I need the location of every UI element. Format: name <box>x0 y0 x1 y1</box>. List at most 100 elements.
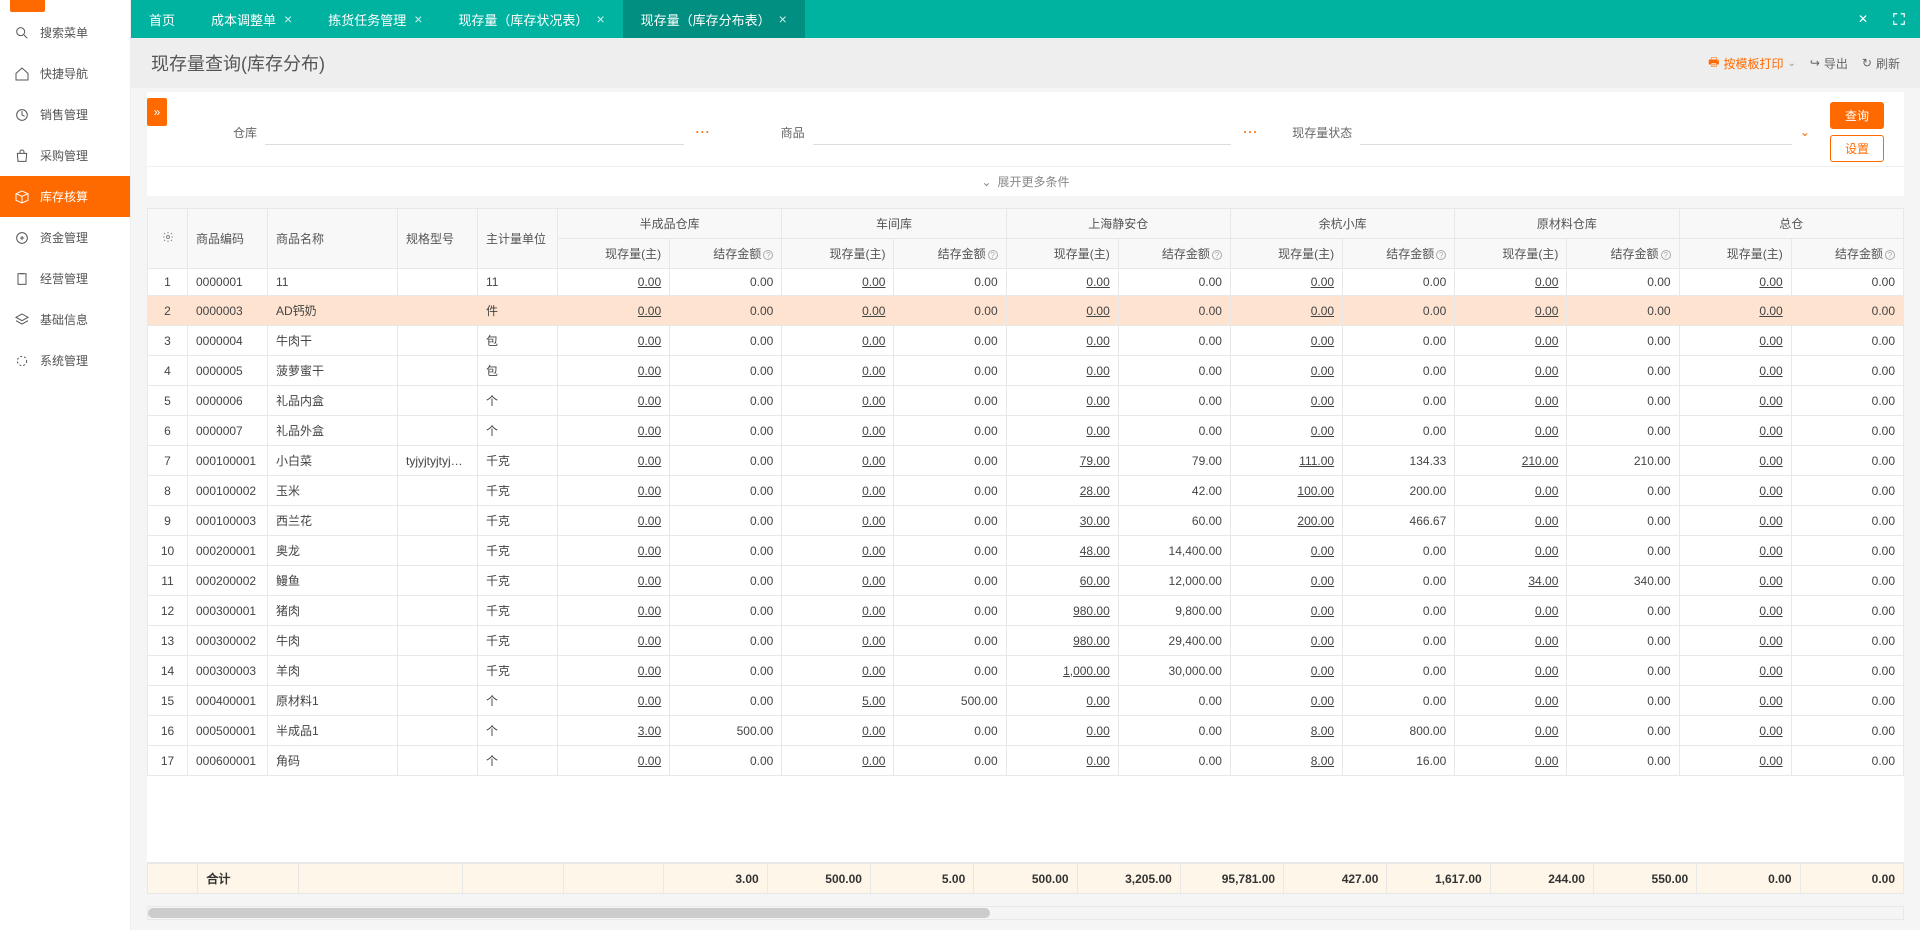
col-spec[interactable]: 规格型号 <box>398 209 478 269</box>
qty-cell[interactable]: 0.00 <box>1535 724 1558 738</box>
col-amt-6[interactable]: 结存金额? <box>894 239 1006 269</box>
table-row[interactable]: 12000300001猪肉千克0.000.000.000.00980.009,8… <box>148 596 1904 626</box>
sidebar-item-4[interactable]: 库存核算 <box>0 176 130 217</box>
qty-cell[interactable]: 0.00 <box>638 604 661 618</box>
col-code[interactable]: 商品编码 <box>188 209 268 269</box>
qty-cell[interactable]: 0.00 <box>1086 754 1109 768</box>
tab-close-icon[interactable]: × <box>596 11 604 27</box>
qty-cell[interactable]: 0.00 <box>1759 275 1782 289</box>
qty-cell[interactable]: 200.00 <box>1297 514 1334 528</box>
qty-cell[interactable]: 0.00 <box>862 424 885 438</box>
table-row[interactable]: 17000600001角码个0.000.000.000.000.000.008.… <box>148 746 1904 776</box>
qty-cell[interactable]: 0.00 <box>1535 334 1558 348</box>
qty-cell[interactable]: 0.00 <box>1759 514 1782 528</box>
col-group-9[interactable]: 原材料仓库 <box>1455 209 1679 239</box>
export-button[interactable]: ↪ 导出 <box>1810 55 1848 72</box>
col-amt-7[interactable]: 结存金额? <box>1118 239 1230 269</box>
qty-cell[interactable]: 0.00 <box>1086 364 1109 378</box>
filter-product-input[interactable] <box>813 119 1232 145</box>
table-row[interactable]: 20000003AD钙奶件0.000.000.000.000.000.000.0… <box>148 296 1904 326</box>
filter-warehouse-input[interactable] <box>265 119 684 145</box>
qty-cell[interactable]: 0.00 <box>1759 754 1782 768</box>
qty-cell[interactable]: 0.00 <box>638 275 661 289</box>
sidebar-item-3[interactable]: 采购管理 <box>0 135 130 176</box>
qty-cell[interactable]: 0.00 <box>862 275 885 289</box>
qty-cell[interactable]: 34.00 <box>1528 574 1558 588</box>
qty-cell[interactable]: 0.00 <box>638 484 661 498</box>
col-qty-8[interactable]: 现存量(主) <box>1230 239 1342 269</box>
help-icon[interactable]: ? <box>1661 250 1671 260</box>
sidebar-item-0[interactable]: 搜索菜单 <box>0 12 130 53</box>
col-amt-5[interactable]: 结存金额? <box>670 239 782 269</box>
qty-cell[interactable]: 0.00 <box>862 544 885 558</box>
qty-cell[interactable]: 1,000.00 <box>1063 664 1110 678</box>
table-row[interactable]: 7000100001小白菜tyjyjtyjtyjdf...千克0.000.000… <box>148 446 1904 476</box>
qty-cell[interactable]: 0.00 <box>638 334 661 348</box>
filter-product-picker-icon[interactable]: ··· <box>1239 125 1262 139</box>
qty-cell[interactable]: 980.00 <box>1073 604 1110 618</box>
col-qty-10[interactable]: 现存量(主) <box>1679 239 1791 269</box>
table-row[interactable]: 9000100003西兰花千克0.000.000.000.0030.0060.0… <box>148 506 1904 536</box>
qty-cell[interactable]: 0.00 <box>1535 514 1558 528</box>
table-row[interactable]: 30000004牛肉干包0.000.000.000.000.000.000.00… <box>148 326 1904 356</box>
qty-cell[interactable]: 0.00 <box>1535 364 1558 378</box>
help-icon[interactable]: ? <box>763 250 773 260</box>
qty-cell[interactable]: 0.00 <box>862 664 885 678</box>
qty-cell[interactable]: 0.00 <box>1535 754 1558 768</box>
qty-cell[interactable]: 0.00 <box>1759 454 1782 468</box>
sidebar-item-2[interactable]: 销售管理 <box>0 94 130 135</box>
qty-cell[interactable]: 0.00 <box>638 574 661 588</box>
qty-cell[interactable]: 0.00 <box>862 634 885 648</box>
qty-cell[interactable]: 0.00 <box>1535 394 1558 408</box>
expand-filters-button[interactable]: 展开更多条件 <box>147 166 1904 196</box>
qty-cell[interactable]: 5.00 <box>862 694 885 708</box>
tab-4[interactable]: 现存量（库存分布表）× <box>623 0 805 38</box>
qty-cell[interactable]: 0.00 <box>638 754 661 768</box>
qty-cell[interactable]: 0.00 <box>638 364 661 378</box>
table-row[interactable]: 8000100002玉米千克0.000.000.000.0028.0042.00… <box>148 476 1904 506</box>
qty-cell[interactable]: 0.00 <box>1086 694 1109 708</box>
qty-cell[interactable]: 8.00 <box>1311 724 1334 738</box>
scrollbar-thumb[interactable] <box>148 908 990 918</box>
settings-button[interactable]: 设置 <box>1830 135 1884 162</box>
qty-cell[interactable]: 0.00 <box>1086 724 1109 738</box>
qty-cell[interactable]: 0.00 <box>638 454 661 468</box>
qty-cell[interactable]: 0.00 <box>1535 484 1558 498</box>
qty-cell[interactable]: 0.00 <box>1759 604 1782 618</box>
gear-column-header[interactable] <box>148 209 188 269</box>
qty-cell[interactable]: 3.00 <box>638 724 661 738</box>
table-row[interactable]: 60000007礼品外盒个0.000.000.000.000.000.000.0… <box>148 416 1904 446</box>
qty-cell[interactable]: 0.00 <box>1086 275 1109 289</box>
qty-cell[interactable]: 0.00 <box>638 424 661 438</box>
col-group-7[interactable]: 上海静安仓 <box>1006 209 1230 239</box>
qty-cell[interactable]: 0.00 <box>1759 634 1782 648</box>
qty-cell[interactable]: 0.00 <box>638 394 661 408</box>
qty-cell[interactable]: 0.00 <box>1759 544 1782 558</box>
table-row[interactable]: 50000006礼品内盒个0.000.000.000.000.000.000.0… <box>148 386 1904 416</box>
qty-cell[interactable]: 0.00 <box>1311 574 1334 588</box>
print-template-button[interactable]: 🖶 按模板打印 ⌄ <box>1708 53 1796 74</box>
help-icon[interactable]: ? <box>1212 250 1222 260</box>
qty-cell[interactable]: 111.00 <box>1299 454 1334 468</box>
col-group-10[interactable]: 总仓 <box>1679 209 1903 239</box>
qty-cell[interactable]: 0.00 <box>1535 664 1558 678</box>
table-row[interactable]: 1000000111110.000.000.000.000.000.000.00… <box>148 269 1904 296</box>
tab-3[interactable]: 现存量（库存状况表）× <box>440 0 622 38</box>
filter-status-input[interactable] <box>1360 119 1792 145</box>
tab-0[interactable]: 首页 <box>131 0 193 38</box>
qty-cell[interactable]: 0.00 <box>1535 275 1558 289</box>
qty-cell[interactable]: 0.00 <box>862 454 885 468</box>
qty-cell[interactable]: 0.00 <box>862 514 885 528</box>
tab-close-icon[interactable]: × <box>779 11 787 27</box>
qty-cell[interactable]: 28.00 <box>1080 484 1110 498</box>
qty-cell[interactable]: 0.00 <box>638 514 661 528</box>
refresh-button[interactable]: ↻ 刷新 <box>1862 55 1900 72</box>
col-qty-5[interactable]: 现存量(主) <box>558 239 670 269</box>
qty-cell[interactable]: 0.00 <box>1311 304 1334 318</box>
col-qty-9[interactable]: 现存量(主) <box>1455 239 1567 269</box>
qty-cell[interactable]: 0.00 <box>862 304 885 318</box>
qty-cell[interactable]: 210.00 <box>1522 454 1559 468</box>
help-icon[interactable]: ? <box>988 250 998 260</box>
col-unit[interactable]: 主计量单位 <box>478 209 558 269</box>
qty-cell[interactable]: 0.00 <box>1311 664 1334 678</box>
